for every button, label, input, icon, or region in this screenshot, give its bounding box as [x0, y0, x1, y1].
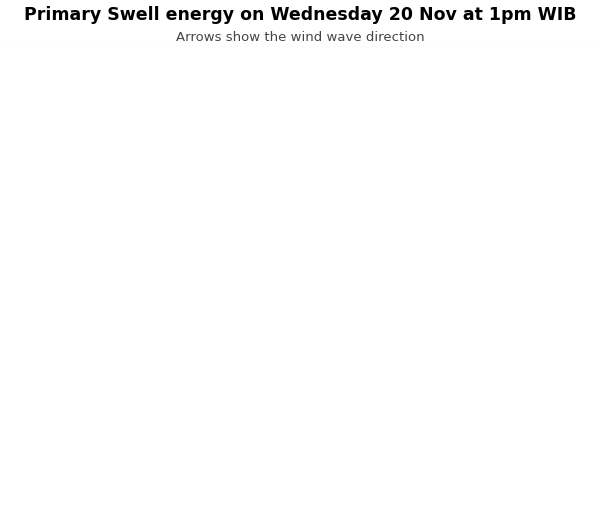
Text: cartopy required: cartopy required [219, 269, 382, 289]
Text: Arrows show the wind wave direction: Arrows show the wind wave direction [176, 31, 425, 44]
Text: Primary Swell energy on Wednesday 20 Nov at 1pm WIB: Primary Swell energy on Wednesday 20 Nov… [24, 6, 577, 24]
